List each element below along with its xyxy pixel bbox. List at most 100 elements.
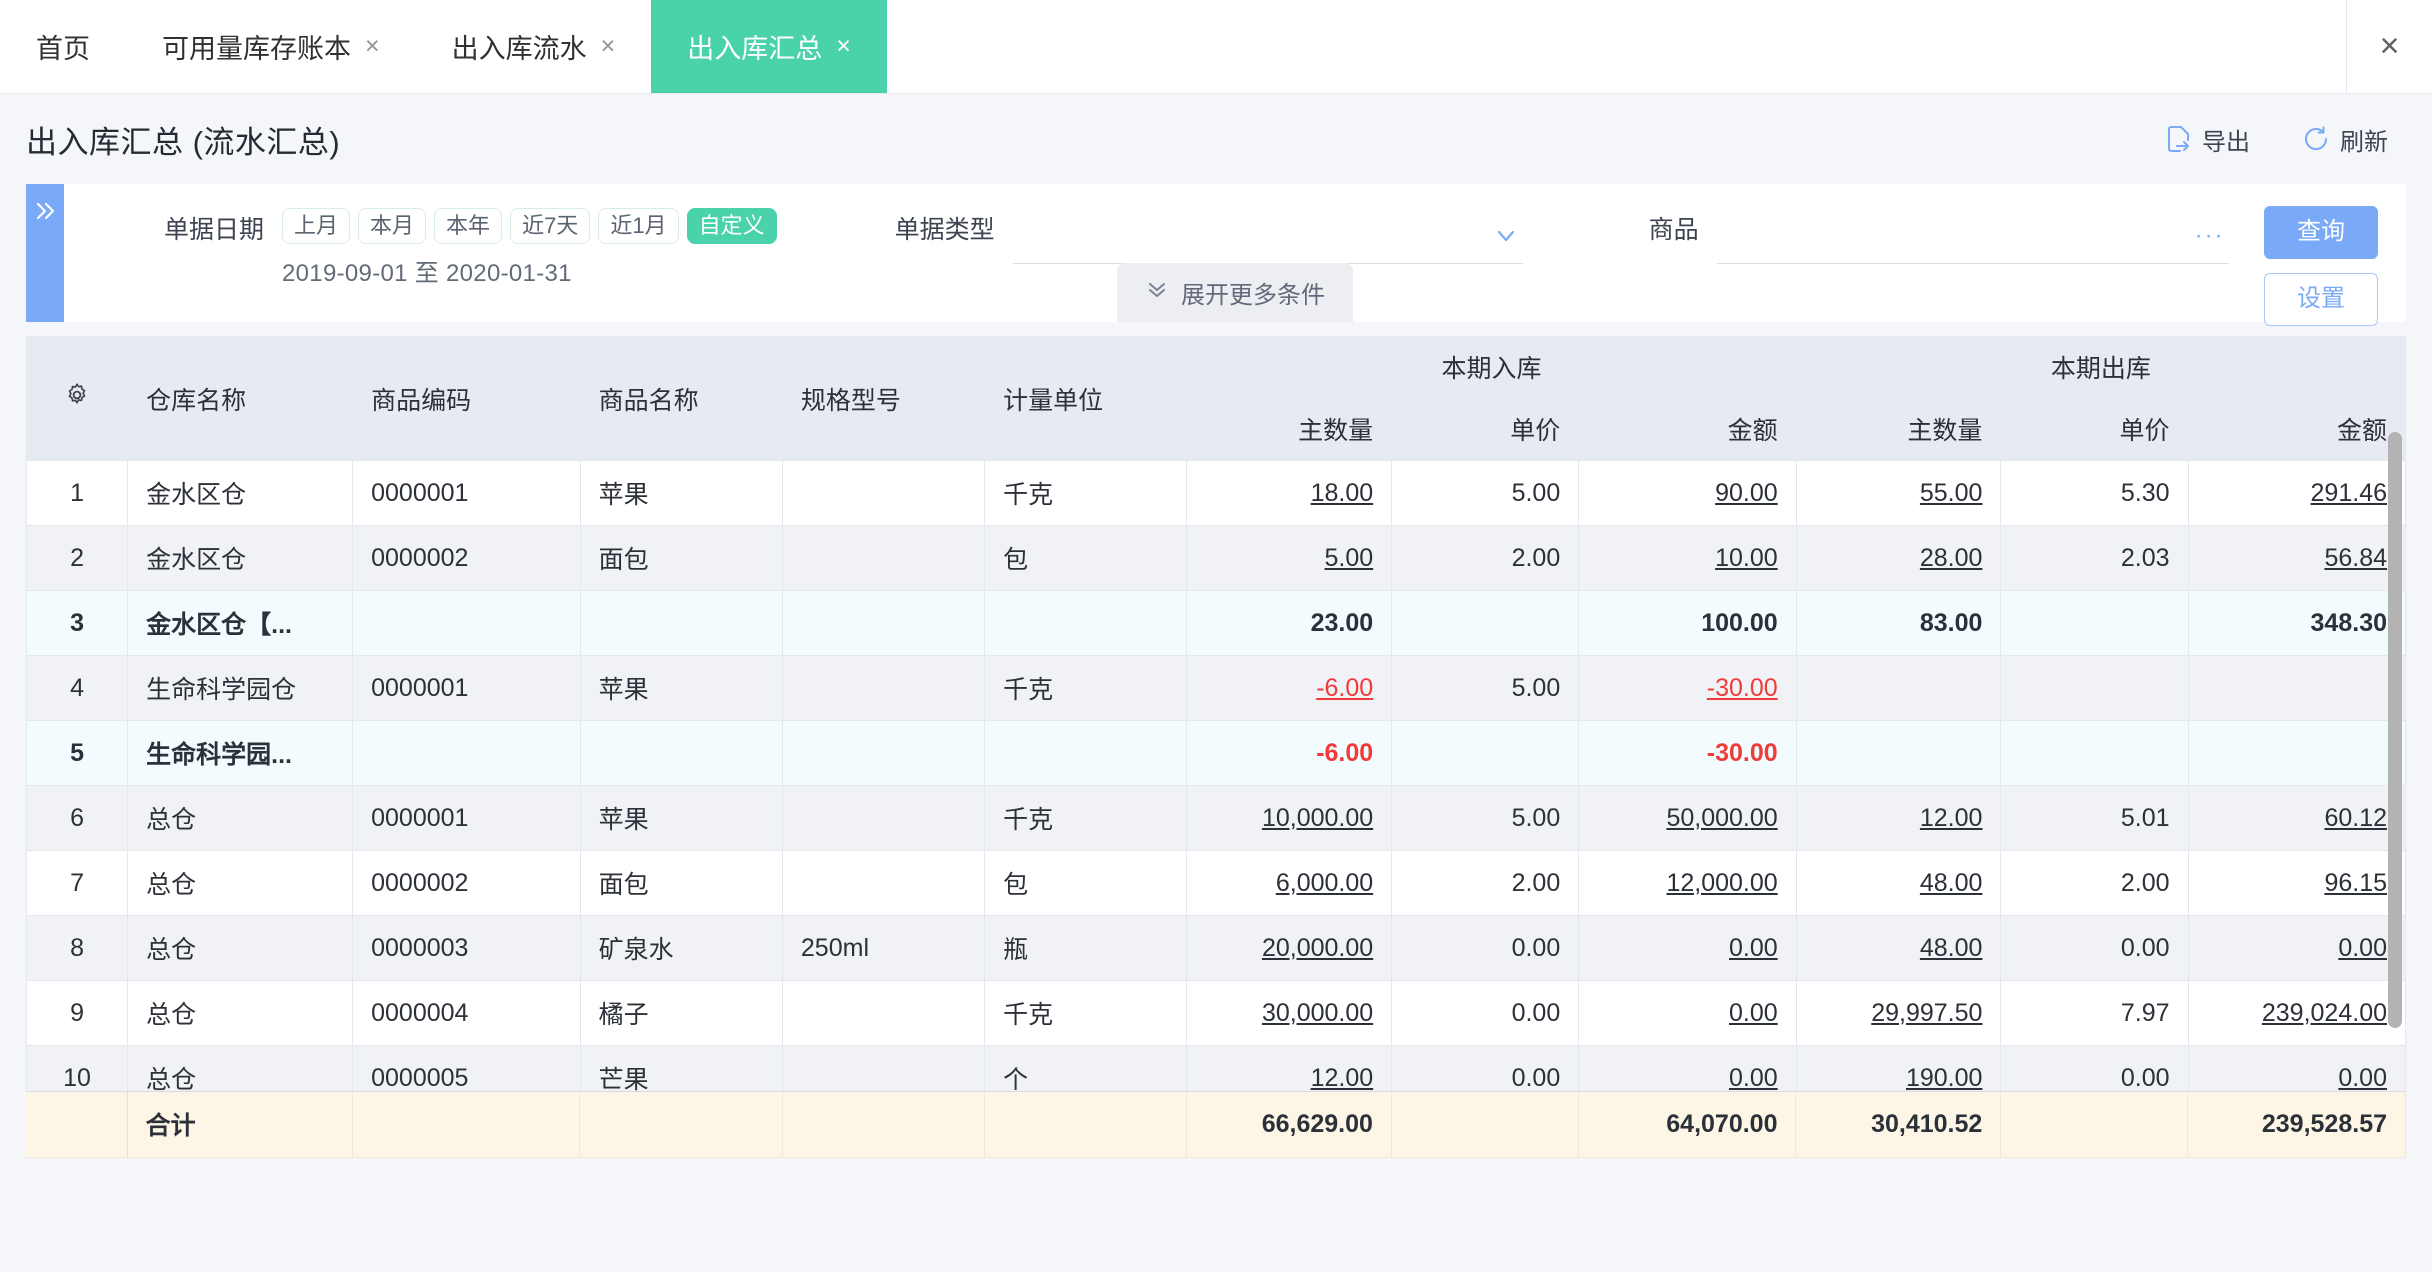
cell-link[interactable]: 50,000.00 bbox=[1666, 803, 1778, 832]
table-row[interactable]: 8 总仓 0000003 矿泉水 250ml 瓶 20,000.00 0.00 0.00 48.0… bbox=[26, 915, 2406, 981]
cell-link[interactable]: 291.46 bbox=[2310, 478, 2387, 507]
cell-link[interactable]: 10,000.00 bbox=[1261, 803, 1374, 832]
cell-link[interactable]: 96.15 bbox=[2324, 868, 2387, 897]
cell-out-amount[interactable]: 96.15 bbox=[2187, 850, 2406, 916]
col-header-out-amount[interactable]: 金额 bbox=[2187, 396, 2406, 461]
cell-out-amount[interactable]: 291.46 bbox=[2187, 460, 2406, 526]
cell-in-qty[interactable]: 18.00 bbox=[1186, 460, 1393, 526]
cell-link[interactable]: -6.00 bbox=[1316, 673, 1374, 702]
tab-inout-flow[interactable]: 出入库流水 × bbox=[416, 0, 652, 93]
cell-out-qty[interactable]: 12.00 bbox=[1795, 785, 2002, 851]
close-all-tabs-icon[interactable]: × bbox=[2346, 0, 2432, 93]
table-row[interactable]: 1 金水区仓 0000001 苹果 千克 18.00 5.00 90.00 55.00 5.30 2… bbox=[26, 460, 2406, 526]
cell-in-amount[interactable]: 90.00 bbox=[1578, 460, 1797, 526]
date-chip-last-7-days[interactable]: 近7天 bbox=[510, 208, 591, 245]
cell-link[interactable]: 90.00 bbox=[1715, 478, 1778, 507]
cell-link[interactable]: 10.00 bbox=[1715, 543, 1778, 572]
table-settings-gear-cell[interactable] bbox=[26, 336, 129, 461]
date-range-text[interactable]: 2019-09-01 至 2020-01-31 bbox=[282, 260, 572, 288]
gear-icon[interactable] bbox=[64, 382, 90, 408]
col-header-in-qty[interactable]: 主数量 bbox=[1186, 396, 1393, 461]
col-header-out-price[interactable]: 单价 bbox=[2000, 396, 2189, 461]
tab-close-icon[interactable]: × bbox=[600, 32, 616, 60]
table-subtotal-row[interactable]: 3 金水区仓【... 23.00 100.00 83.00 348.30 bbox=[26, 590, 2406, 656]
cell-link[interactable]: 60.12 bbox=[2324, 803, 2387, 832]
cell-out-qty[interactable]: 28.00 bbox=[1795, 525, 2002, 591]
col-header-product-name[interactable]: 商品名称 bbox=[579, 336, 783, 461]
cell-out-amount[interactable]: 239,024.00 bbox=[2187, 980, 2406, 1046]
cell-link[interactable]: -30.00 bbox=[1706, 673, 1778, 702]
tab-close-icon[interactable]: × bbox=[836, 32, 851, 60]
cell-in-qty[interactable]: 10,000.00 bbox=[1186, 785, 1393, 851]
date-chip-this-month[interactable]: 本月 bbox=[358, 208, 427, 245]
cell-link[interactable]: 56.84 bbox=[2324, 543, 2387, 572]
cell-link[interactable]: 20,000.00 bbox=[1261, 933, 1374, 962]
settings-button[interactable]: 设置 bbox=[2264, 272, 2378, 326]
cell-link[interactable]: 0.00 bbox=[1729, 1063, 1778, 1092]
cell-in-qty[interactable]: 20,000.00 bbox=[1186, 915, 1393, 981]
cell-link[interactable]: 190.00 bbox=[1905, 1063, 1983, 1092]
cell-link[interactable]: 6,000.00 bbox=[1275, 868, 1374, 897]
cell-out-qty[interactable]: 29,997.50 bbox=[1795, 980, 2002, 1046]
col-header-spec[interactable]: 规格型号 bbox=[781, 336, 986, 461]
cell-link[interactable]: 0.00 bbox=[2338, 1063, 2387, 1092]
cell-in-amount[interactable]: 0.00 bbox=[1578, 915, 1797, 981]
cell-in-qty[interactable]: 5.00 bbox=[1186, 525, 1393, 591]
table-row[interactable]: 7 总仓 0000002 面包 包 6,000.00 2.00 12,000.00 48.00 2… bbox=[26, 850, 2406, 916]
cell-link[interactable]: 12,000.00 bbox=[1666, 868, 1778, 897]
cell-out-qty[interactable]: 55.00 bbox=[1795, 460, 2002, 526]
table-subtotal-row[interactable]: 5 生命科学园... -6.00 -30.00 bbox=[26, 720, 2406, 786]
cell-link[interactable]: 12.00 bbox=[1919, 803, 1983, 832]
cell-link[interactable]: 29,997.50 bbox=[1871, 998, 1983, 1027]
expand-more-conditions-button[interactable]: 展开更多条件 bbox=[1117, 263, 1353, 322]
table-row[interactable]: 9 总仓 0000004 橘子 千克 30,000.00 0.00 0.00 29,997.50… bbox=[26, 980, 2406, 1046]
cell-in-qty[interactable]: 6,000.00 bbox=[1186, 850, 1393, 916]
cell-link[interactable]: 5.00 bbox=[1324, 543, 1374, 572]
tab-close-icon[interactable]: × bbox=[365, 32, 380, 60]
cell-in-qty[interactable]: -6.00 bbox=[1186, 655, 1393, 721]
table-row[interactable]: 2 金水区仓 0000002 面包 包 5.00 2.00 10.00 28.00 2.03 56.… bbox=[26, 525, 2406, 591]
cell-in-amount[interactable]: 50,000.00 bbox=[1578, 785, 1797, 851]
cell-link[interactable]: 28.00 bbox=[1919, 543, 1983, 572]
filter-collapse-toggle[interactable] bbox=[26, 184, 64, 322]
cell-in-qty[interactable]: 30,000.00 bbox=[1186, 980, 1393, 1046]
col-header-in-amount[interactable]: 金额 bbox=[1578, 396, 1797, 461]
cell-out-amount[interactable]: 56.84 bbox=[2187, 525, 2406, 591]
cell-in-amount[interactable]: 12,000.00 bbox=[1578, 850, 1797, 916]
cell-in-amount[interactable]: 0.00 bbox=[1578, 980, 1797, 1046]
chevron-down-icon[interactable] bbox=[1493, 223, 1519, 249]
cell-in-amount[interactable]: -30.00 bbox=[1578, 655, 1797, 721]
doc-type-field[interactable] bbox=[1012, 208, 1523, 264]
table-vertical-scrollbar[interactable] bbox=[2388, 432, 2402, 1028]
table-row[interactable]: 4 生命科学园仓 0000001 苹果 千克 -6.00 5.00 -30.00 bbox=[26, 655, 2406, 721]
tab-home[interactable]: 首页 bbox=[0, 0, 126, 93]
cell-link[interactable]: 30,000.00 bbox=[1261, 998, 1374, 1027]
query-button[interactable]: 查询 bbox=[2264, 206, 2378, 259]
cell-link[interactable]: 239,024.00 bbox=[2261, 998, 2387, 1027]
cell-link[interactable]: 48.00 bbox=[1919, 933, 1983, 962]
cell-out-amount[interactable]: 0.00 bbox=[2187, 915, 2406, 981]
tab-inout-summary[interactable]: 出入库汇总 × bbox=[651, 0, 887, 93]
cell-out-amount[interactable]: 60.12 bbox=[2187, 785, 2406, 851]
table-row[interactable]: 6 总仓 0000001 苹果 千克 10,000.00 5.00 50,000.00 12.0… bbox=[26, 785, 2406, 851]
cell-link[interactable]: 55.00 bbox=[1919, 478, 1983, 507]
cell-link[interactable]: 48.00 bbox=[1919, 868, 1983, 897]
tab-available-stock-ledger[interactable]: 可用量库存账本 × bbox=[126, 0, 416, 93]
date-chip-custom[interactable]: 自定义 bbox=[686, 208, 777, 245]
cell-link[interactable]: 18.00 bbox=[1310, 478, 1374, 507]
col-header-in-price[interactable]: 单价 bbox=[1391, 396, 1580, 461]
date-chip-this-year[interactable]: 本年 bbox=[434, 208, 503, 245]
doc-type-input[interactable] bbox=[1012, 220, 1479, 251]
cell-link[interactable]: 0.00 bbox=[1729, 998, 1778, 1027]
product-input[interactable] bbox=[1716, 220, 2185, 251]
col-header-out-qty[interactable]: 主数量 bbox=[1795, 396, 2002, 461]
col-header-warehouse[interactable]: 仓库名称 bbox=[127, 336, 354, 461]
refresh-button[interactable]: 刷新 bbox=[2302, 122, 2388, 157]
cell-out-qty[interactable]: 48.00 bbox=[1795, 850, 2002, 916]
cell-link[interactable]: 0.00 bbox=[2338, 933, 2387, 962]
cell-link[interactable]: 12.00 bbox=[1310, 1063, 1374, 1092]
col-header-product-code[interactable]: 商品编码 bbox=[352, 336, 581, 461]
product-field[interactable]: ··· bbox=[1716, 208, 2229, 264]
export-button[interactable]: 导出 bbox=[2166, 122, 2250, 157]
date-chip-last-1-month[interactable]: 近1月 bbox=[598, 208, 679, 245]
